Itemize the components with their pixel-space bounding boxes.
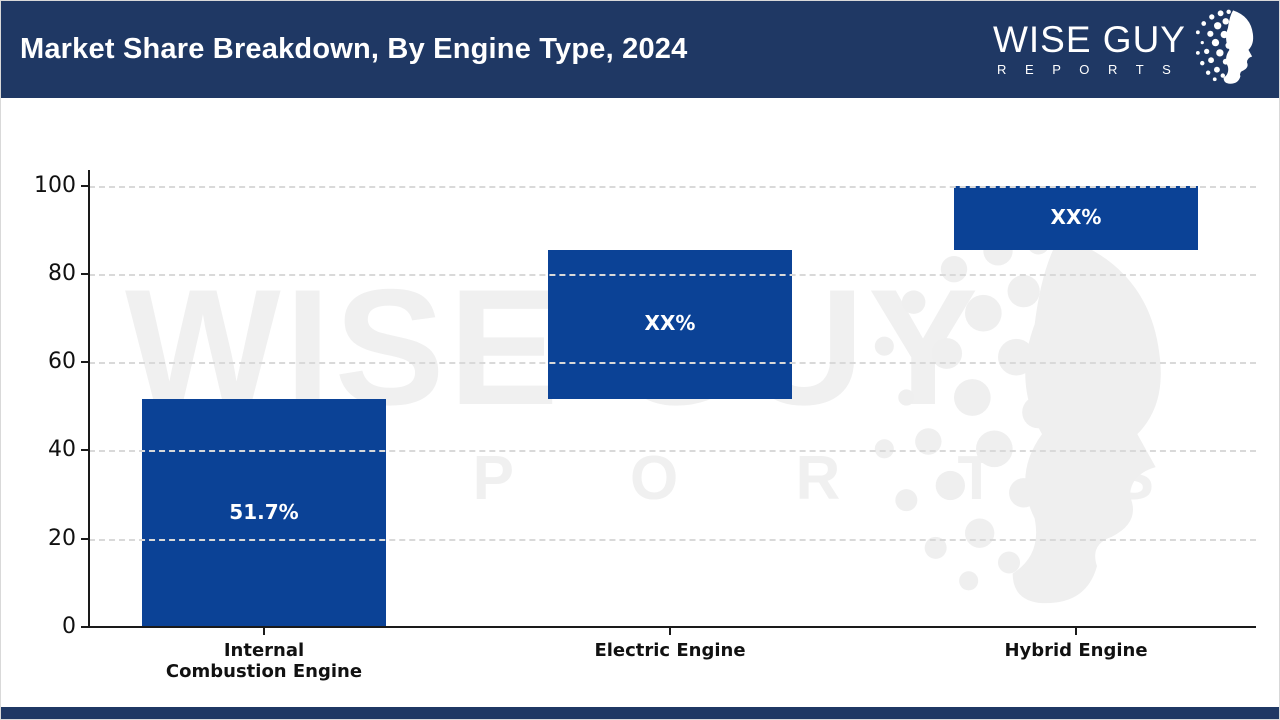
x-tick-mark-internal-combustion-engine bbox=[263, 628, 265, 635]
gridline-y-60 bbox=[89, 362, 1256, 365]
bar-value-label: 51.7% bbox=[229, 499, 299, 524]
bar-value-label: XX% bbox=[1050, 204, 1102, 229]
x-tick-label-internal-combustion-engine: Internal Combustion Engine bbox=[165, 640, 363, 683]
bar-internal-combustion-engine: 51.7% bbox=[142, 398, 386, 627]
logo-text: WISE GUY R E P O R T S bbox=[993, 21, 1186, 77]
y-tick-mark-100 bbox=[81, 184, 88, 187]
bar-electric-engine: XX% bbox=[548, 249, 792, 399]
y-tick-label-100: 100 bbox=[34, 172, 76, 198]
y-tick-mark-0 bbox=[81, 626, 88, 628]
y-tick-label-20: 20 bbox=[48, 525, 76, 551]
bar-value-label: XX% bbox=[644, 311, 696, 336]
y-tick-mark-20 bbox=[81, 537, 88, 540]
gridline-y-20 bbox=[89, 538, 1256, 541]
logo-subtitle: R E P O R T S bbox=[996, 62, 1179, 77]
y-tick-label-60: 60 bbox=[48, 349, 76, 375]
y-tick-mark-40 bbox=[81, 449, 88, 452]
gridline-y-100 bbox=[89, 185, 1256, 188]
logo-wordmark: WISE GUY bbox=[992, 19, 1186, 60]
wise-guy-reports-logo: WISE GUY R E P O R T S bbox=[993, 8, 1280, 90]
x-tick-mark-hybrid-engine bbox=[1075, 628, 1077, 635]
bar-hybrid-engine: XX% bbox=[954, 185, 1198, 250]
y-axis-line bbox=[88, 170, 90, 628]
y-tick-label-0: 0 bbox=[62, 614, 76, 639]
header-bar: Market Share Breakdown, By Engine Type, … bbox=[0, 0, 1280, 98]
logo-face-icon bbox=[1192, 8, 1258, 90]
y-tick-label-40: 40 bbox=[48, 437, 76, 463]
x-axis-line bbox=[88, 626, 1256, 628]
y-tick-label-80: 80 bbox=[48, 260, 76, 286]
footer-bar bbox=[0, 707, 1280, 720]
y-tick-mark-60 bbox=[81, 361, 88, 364]
page-title: Market Share Breakdown, By Engine Type, … bbox=[20, 32, 688, 65]
x-tick-label-electric-engine: Electric Engine bbox=[594, 640, 746, 661]
y-tick-mark-80 bbox=[81, 272, 88, 275]
x-tick-mark-electric-engine bbox=[669, 628, 671, 635]
x-tick-label-hybrid-engine: Hybrid Engine bbox=[1004, 640, 1148, 661]
gridline-y-80 bbox=[89, 273, 1256, 276]
gridline-y-40 bbox=[89, 450, 1256, 453]
